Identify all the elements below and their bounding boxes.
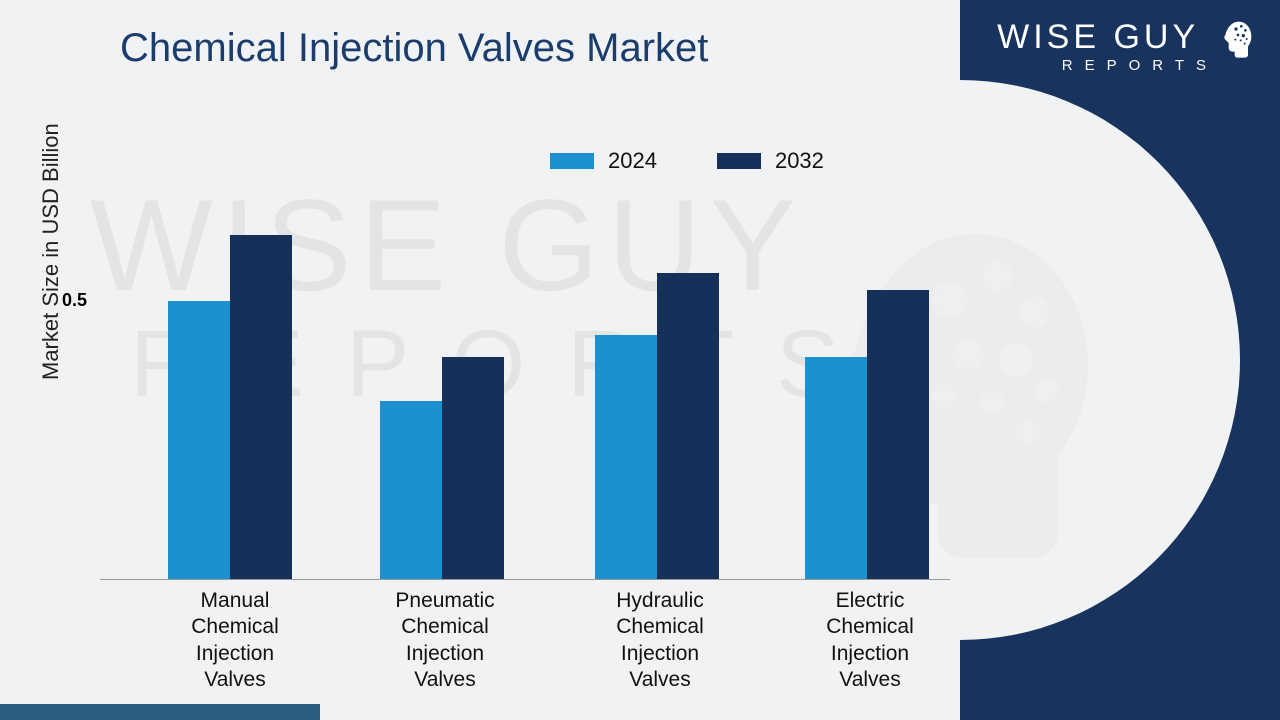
chart-title: Chemical Injection Valves Market [120,26,708,71]
brand-logo-line1: WISE GUY [986,18,1256,59]
category-label: ElectricChemicalInjectionValves [785,588,955,693]
legend-swatch-2032 [717,153,761,169]
category-label: HydraulicChemicalInjectionValves [575,588,745,693]
brand-text-1: WISE GUY [997,18,1198,56]
chart-plot-area [100,180,950,580]
chart-legend: 2024 2032 [550,148,824,174]
brand-sidebar [960,0,1280,720]
y-tick-label: 0.5 [62,290,87,311]
bar [442,357,504,579]
plot [100,180,950,580]
bar [805,357,867,579]
bar [657,273,719,579]
category-label: ManualChemicalInjectionValves [150,588,320,693]
bar [380,401,442,579]
y-axis-label: Market Size in USD Billion [38,123,64,380]
legend-item-2032: 2032 [717,148,824,174]
bar [867,290,929,579]
report-graphic: WISE GUY REPORTS WISE GUY REPORTS [0,0,1280,720]
legend-label-2032: 2032 [775,148,824,174]
legend-swatch-2024 [550,153,594,169]
legend-label-2024: 2024 [608,148,657,174]
bar [230,235,292,579]
bar [595,335,657,579]
brand-head-icon [1216,19,1256,59]
brand-logo-line2: REPORTS [986,57,1218,74]
legend-item-2024: 2024 [550,148,657,174]
bar [168,301,230,579]
accent-stripe [0,704,320,720]
brand-logo: WISE GUY REPORTS [986,18,1256,74]
category-label: PneumaticChemicalInjectionValves [360,588,530,693]
